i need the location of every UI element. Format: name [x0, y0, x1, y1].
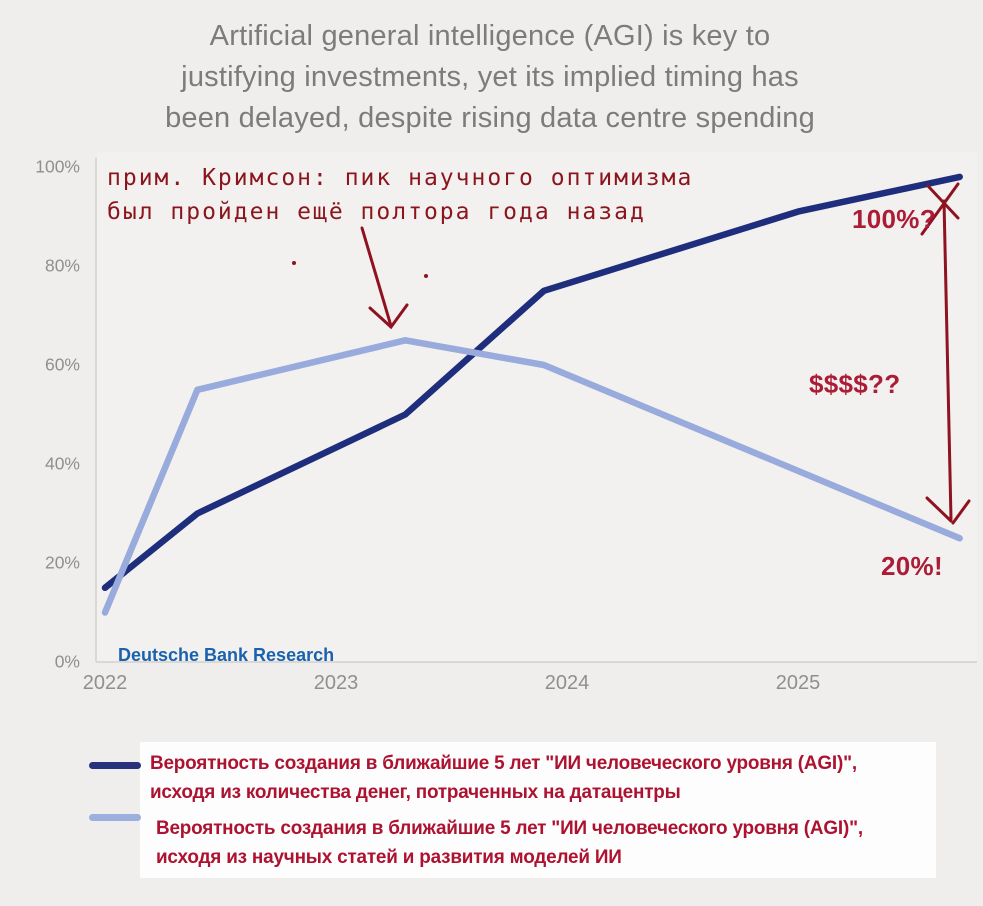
- note-arrow-head: [368, 303, 409, 330]
- legend-item-money: Вероятность создания в ближайшие 5 лет "…: [150, 749, 857, 807]
- plot-background: [97, 152, 977, 662]
- annotation-dot: [424, 274, 428, 278]
- chart-title-line: Artificial general intelligence (AGI) is…: [209, 20, 771, 52]
- annotation-arrows: [292, 182, 971, 525]
- legend-swatch-science-line: [89, 814, 141, 821]
- series-group: [101, 173, 963, 616]
- legend-item-money-line1: Вероятность создания в ближайшие 5 лет "…: [150, 752, 857, 774]
- legend-item-science-line1: Вероятность создания в ближайшие 5 лет "…: [156, 817, 863, 839]
- annotation-note: прим. Кримсон: пик научного оптимизма бы…: [107, 161, 693, 229]
- chart-title-line: justifying investments, yet its implied …: [181, 61, 799, 93]
- y-tick-label: 40%: [44, 453, 80, 474]
- series-line-science: [101, 337, 963, 616]
- gap-arrow-shaft: [942, 199, 953, 521]
- gap-arrow-top-wing-right: [926, 184, 960, 220]
- legend-item-science: Вероятность создания в ближайшие 5 лет "…: [156, 814, 863, 872]
- annotation-dot: [292, 261, 296, 265]
- gap-arrow-bottom-wing-left: [925, 496, 953, 523]
- y-tick-label: 20%: [44, 552, 80, 573]
- y-tick-label: 0%: [54, 651, 80, 672]
- annotation-label-100-percent: 100%?: [852, 204, 936, 234]
- legend-box: [140, 742, 936, 878]
- y-tick-label: 100%: [35, 156, 80, 177]
- legend-item-science-line2: исходя из научных статей и развития моде…: [156, 846, 622, 868]
- x-tick-label: 2023: [313, 672, 359, 694]
- gap-arrow-bottom-wing-right: [951, 499, 971, 525]
- x-tick-label: 2022: [82, 672, 128, 694]
- x-tick-label: 2025: [775, 672, 821, 694]
- annotation-label-dollars: $$$$??: [809, 369, 901, 399]
- x-tick-label: 2024: [544, 672, 590, 694]
- gap-arrow-top-wing-left: [920, 182, 960, 236]
- note-arrow-shaft: [360, 226, 393, 328]
- y-tick-label: 80%: [44, 255, 80, 276]
- y-tick-label: 60%: [44, 354, 80, 375]
- chart-title: Artificial general intelligence (AGI) is…: [60, 16, 920, 139]
- legend-item-money-line2: исходя из количества денег, потраченных …: [150, 781, 681, 803]
- chart-title-line: been delayed, despite rising data centre…: [165, 102, 815, 134]
- source-credit: Deutsche Bank Research: [118, 645, 335, 665]
- legend-swatch-money-line: [89, 762, 141, 769]
- annotation-note-line: был пройден ещё полтора года назад: [107, 199, 646, 225]
- annotation-note-line: прим. Кримсон: пик научного оптимизма: [107, 165, 694, 191]
- annotation-label-20-percent: 20%!: [881, 551, 943, 581]
